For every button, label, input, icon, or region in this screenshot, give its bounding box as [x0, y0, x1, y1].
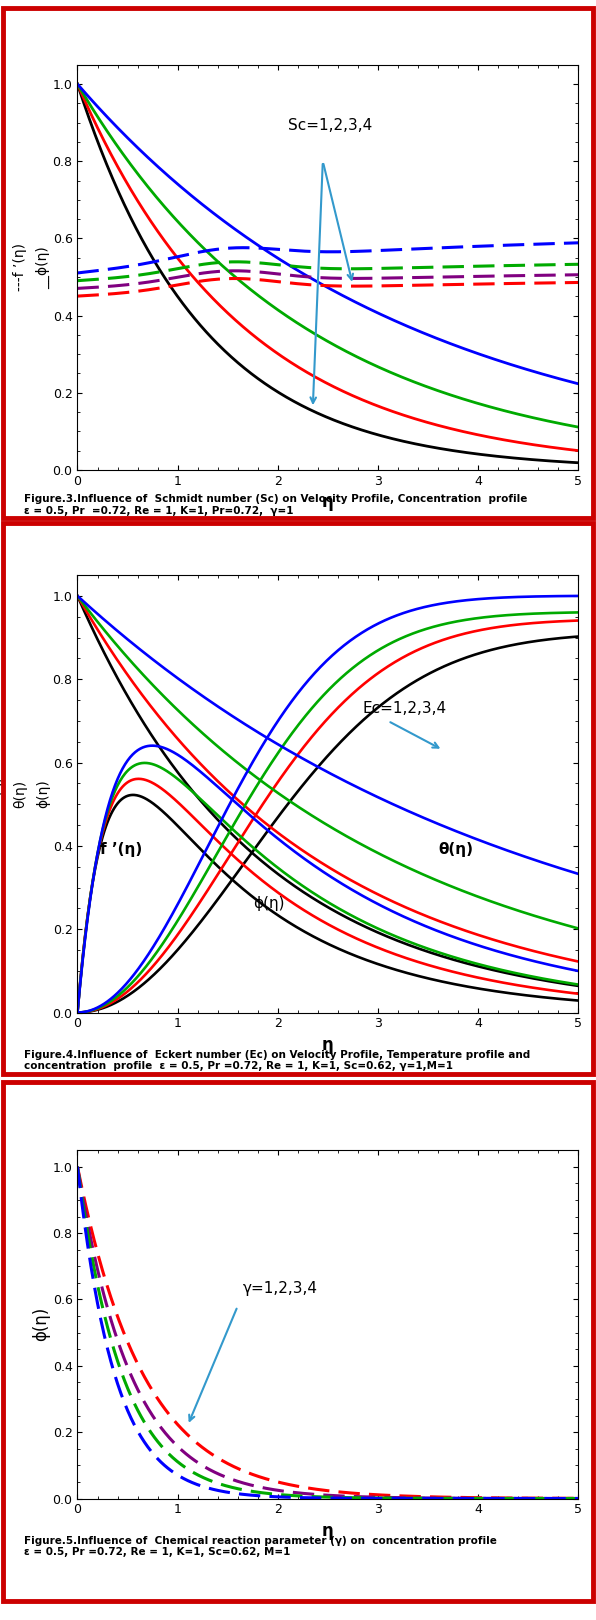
Text: Ec=1,2,3,4: Ec=1,2,3,4 [363, 700, 447, 716]
Y-axis label: ---f ’(η)
__ϕ(η): ---f ’(η) __ϕ(η) [13, 243, 50, 292]
Text: Sc=1,2,3,4: Sc=1,2,3,4 [288, 118, 372, 133]
Text: Figure.4.Influence of  Eckert number (Ec) on Velocity Profile, Temperature profi: Figure.4.Influence of Eckert number (Ec)… [24, 1050, 530, 1071]
X-axis label: η: η [322, 492, 334, 512]
Text: Figure.5.Influence of  Chemical reaction parameter (γ) on  concentration profile: Figure.5.Influence of Chemical reaction … [24, 1536, 496, 1557]
Y-axis label: ϕ(η): ϕ(η) [32, 1307, 50, 1341]
Text: θ(η): θ(η) [438, 842, 473, 857]
Text: γ=1,2,3,4: γ=1,2,3,4 [243, 1281, 318, 1296]
Text: Figure.3.Influence of  Schmidt number (Sc) on Velocity Profile, Concentration  p: Figure.3.Influence of Schmidt number (Sc… [24, 494, 527, 515]
X-axis label: η: η [322, 1035, 334, 1055]
X-axis label: η: η [322, 1521, 334, 1541]
Text: ϕ(η): ϕ(η) [253, 896, 284, 912]
Text: f ’(η): f ’(η) [100, 842, 142, 857]
Y-axis label: f ’(η)
θ(η)
ϕ(η): f ’(η) θ(η) ϕ(η) [0, 778, 50, 810]
